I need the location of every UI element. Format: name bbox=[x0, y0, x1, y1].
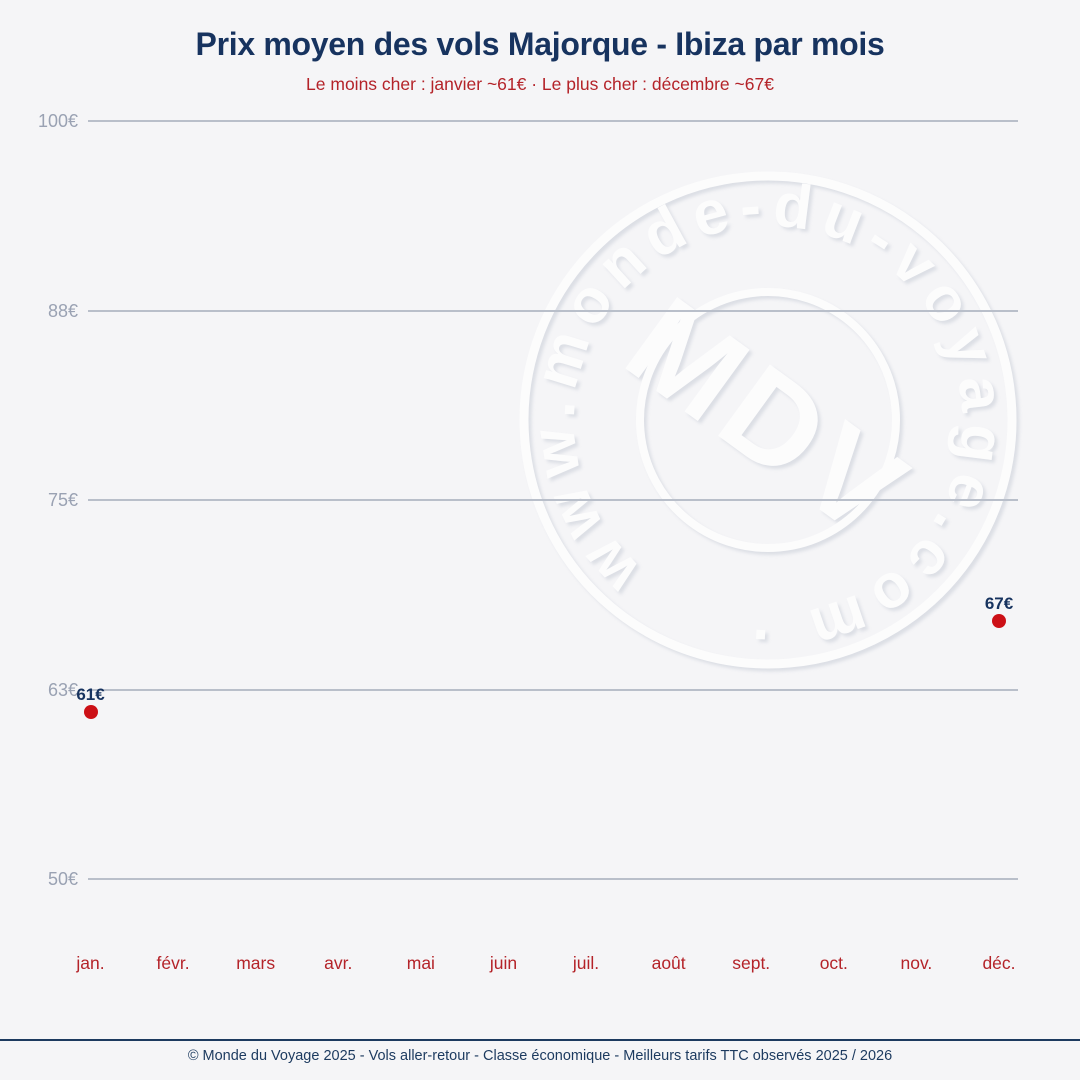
y-axis-tick-label: 100€ bbox=[37, 111, 78, 131]
y-gridline bbox=[88, 499, 1018, 501]
y-gridline bbox=[88, 878, 1018, 880]
x-axis-month-label: juin bbox=[489, 953, 518, 973]
x-axis-month-label: déc. bbox=[982, 953, 1016, 973]
x-axis-month-label: nov. bbox=[900, 953, 933, 973]
y-axis-tick-label: 50€ bbox=[47, 869, 78, 889]
x-axis-month-label: jan. bbox=[76, 953, 105, 973]
x-axis-month-label: mai bbox=[406, 953, 435, 973]
x-axis-month-label: mars bbox=[236, 953, 276, 973]
watermark-outer-ring bbox=[519, 171, 1017, 669]
y-gridline bbox=[88, 309, 1018, 312]
y-gridline bbox=[88, 688, 1018, 691]
chart-title: Prix moyen des vols Majorque - Ibiza par… bbox=[195, 26, 885, 62]
watermark-stamp: www.monde-du-voyage.com · MDV bbox=[508, 160, 1028, 680]
x-axis-month-label: avr. bbox=[324, 953, 353, 973]
footer-text: © Monde du Voyage 2025 - Vols aller-reto… bbox=[187, 1048, 893, 1064]
x-axis-month-label: juil. bbox=[572, 953, 600, 973]
y-axis-tick-label: 88€ bbox=[47, 300, 78, 321]
data-point bbox=[992, 614, 1006, 629]
x-axis-month-label: août bbox=[651, 953, 686, 973]
data-point bbox=[83, 705, 98, 720]
x-axis-month-label: févr. bbox=[156, 953, 190, 973]
footer-divider bbox=[0, 1039, 1080, 1041]
data-point-label: 67€ bbox=[984, 594, 1014, 614]
x-axis-month-label: sept. bbox=[732, 953, 771, 973]
chart-subtitle: Le moins cher : janvier ~61€ · Le plus c… bbox=[306, 74, 774, 94]
y-gridline bbox=[88, 120, 1018, 122]
x-axis-month-label: oct. bbox=[819, 953, 848, 973]
data-point-label: 61€ bbox=[76, 685, 105, 705]
y-axis-tick-label: 75€ bbox=[47, 490, 78, 510]
y-axis-tick-label: 63€ bbox=[47, 679, 78, 700]
watermark-inner-ring bbox=[636, 288, 900, 552]
